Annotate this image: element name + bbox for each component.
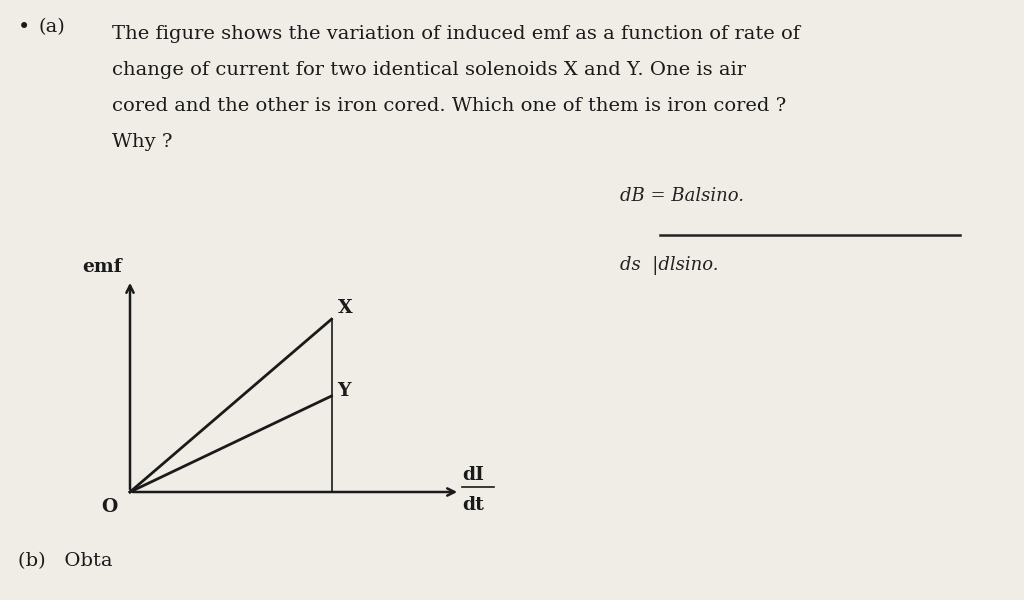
Text: change of current for two identical solenoids X and Y. One is air: change of current for two identical sole… [112,61,746,79]
Text: The figure shows the variation of induced emf as a function of rate of: The figure shows the variation of induce… [112,25,800,43]
Text: dB = Balsino.: dB = Balsino. [620,187,744,205]
Text: X: X [338,299,352,317]
Text: Why ?: Why ? [112,133,172,151]
Text: •: • [18,18,31,37]
Text: ds  |dlsino.: ds |dlsino. [620,256,719,275]
Text: O: O [101,498,118,516]
Text: dt: dt [462,496,484,514]
Text: emf: emf [82,258,122,276]
Text: cored and the other is iron cored. Which one of them is iron cored ?: cored and the other is iron cored. Which… [112,97,786,115]
Text: dI: dI [462,466,484,484]
Text: (b)   Obta: (b) Obta [18,552,113,570]
Text: (a): (a) [38,18,65,36]
Text: Y: Y [338,382,351,400]
